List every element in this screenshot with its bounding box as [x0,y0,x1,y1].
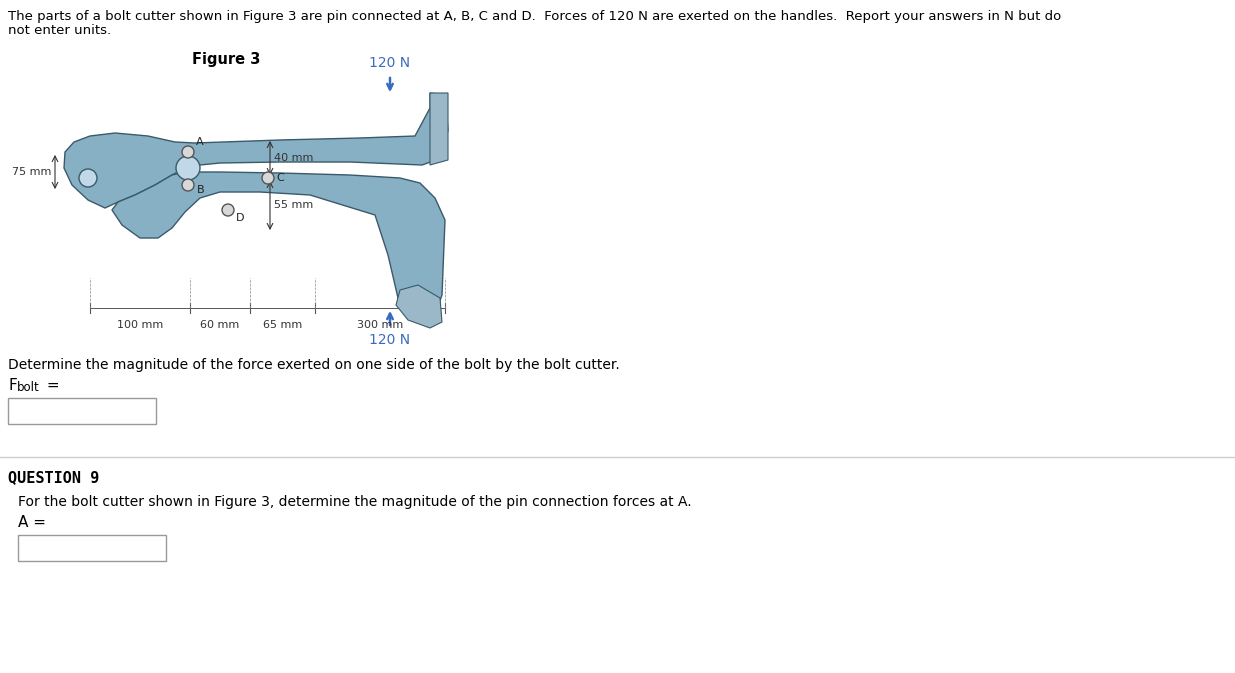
Text: 120 N: 120 N [369,333,410,347]
Circle shape [262,172,274,184]
Text: QUESTION 9: QUESTION 9 [7,470,99,485]
Polygon shape [112,172,445,322]
Circle shape [79,169,98,187]
Circle shape [182,146,194,158]
Text: A: A [196,137,204,147]
Text: 120 N: 120 N [369,56,410,70]
Text: C: C [275,173,284,183]
FancyBboxPatch shape [19,535,165,561]
Text: 65 mm: 65 mm [263,320,303,330]
Text: For the bolt cutter shown in Figure 3, determine the magnitude of the pin connec: For the bolt cutter shown in Figure 3, d… [19,495,692,509]
Text: Figure 3: Figure 3 [191,52,261,67]
Text: A =: A = [19,515,46,530]
FancyBboxPatch shape [7,398,156,424]
Polygon shape [64,93,448,208]
Text: 55 mm: 55 mm [274,201,314,211]
Text: D: D [236,213,245,223]
Text: bolt: bolt [17,381,40,394]
Text: Determine the magnitude of the force exerted on one side of the bolt by the bolt: Determine the magnitude of the force exe… [7,358,620,372]
Circle shape [177,156,200,180]
Text: F: F [7,378,17,393]
Text: B: B [198,185,205,195]
Circle shape [222,204,233,216]
Text: 60 mm: 60 mm [200,320,240,330]
Circle shape [182,179,194,191]
Text: 40 mm: 40 mm [274,153,314,163]
Text: 75 mm: 75 mm [11,167,51,177]
Polygon shape [396,285,442,328]
Polygon shape [430,93,448,165]
Text: The parts of a bolt cutter shown in Figure 3 are pin connected at A, B, C and D.: The parts of a bolt cutter shown in Figu… [7,10,1061,23]
Text: not enter units.: not enter units. [7,24,111,37]
Text: =: = [42,378,59,393]
Text: 100 mm: 100 mm [117,320,163,330]
Text: 300 mm: 300 mm [357,320,403,330]
